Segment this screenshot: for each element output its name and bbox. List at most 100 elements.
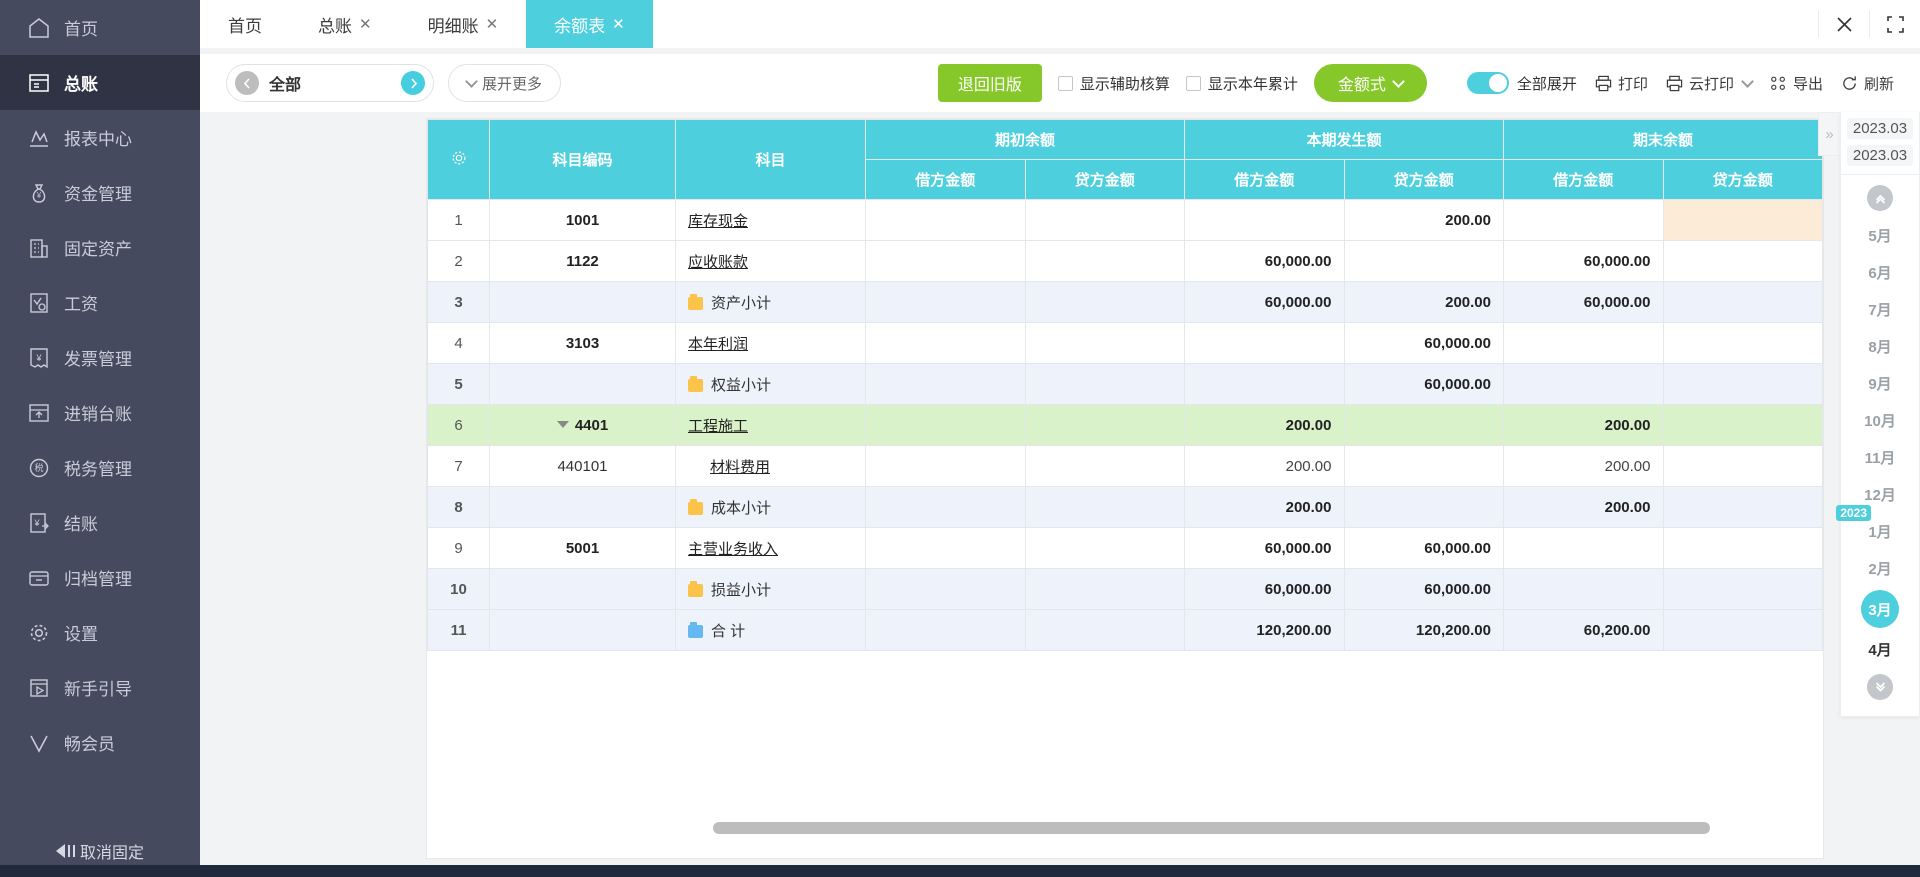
sidebar-item-13[interactable]: 畅会员 bbox=[0, 715, 200, 770]
tab-2[interactable]: 明细账 ✕ bbox=[400, 0, 527, 48]
tab-close-icon[interactable]: ✕ bbox=[359, 16, 372, 33]
col-header-code[interactable]: 科目编码 bbox=[489, 119, 676, 200]
cell-c1 bbox=[865, 363, 1026, 405]
table-row[interactable]: 2 1122 应收账款 60,000.00 60,000.00 bbox=[427, 240, 1823, 282]
table-row[interactable]: 9 5001 主营业务收入 60,000.00 60,000.00 bbox=[427, 527, 1823, 569]
chevron-left-circle-icon[interactable] bbox=[235, 71, 259, 95]
account-name-link[interactable]: 应收账款 bbox=[688, 253, 749, 271]
table-settings-button[interactable] bbox=[427, 119, 490, 200]
sidebar-item-12[interactable]: 新手引导 bbox=[0, 660, 200, 715]
collapse-bars-icon bbox=[67, 845, 75, 857]
table-row[interactable]: 7 440101 材料费用 200.00 200.00 bbox=[427, 445, 1823, 487]
month-item-10[interactable]: 3月 bbox=[1861, 590, 1899, 628]
chevron-right-circle-icon[interactable] bbox=[401, 71, 425, 95]
month-item-8[interactable]: 2023 1月 bbox=[1836, 505, 1892, 550]
chart-icon bbox=[28, 127, 50, 149]
month-item-6[interactable]: 11月 bbox=[1865, 439, 1896, 476]
month-item-11[interactable]: 4月 bbox=[1868, 631, 1891, 668]
sidebar-item-4[interactable]: 固定资产 bbox=[0, 220, 200, 275]
sidebar-item-11[interactable]: 设置 bbox=[0, 605, 200, 660]
tab-3[interactable]: 余额表 ✕ bbox=[526, 0, 653, 48]
period-selector[interactable]: 全部 bbox=[226, 64, 434, 102]
table-row[interactable]: 8 成本小计 200.00 200.00 bbox=[427, 486, 1823, 528]
sidebar-collapse-button[interactable]: 取消固定 bbox=[0, 839, 200, 863]
month-item-1[interactable]: 6月 bbox=[1868, 254, 1891, 291]
sidebar-item-6[interactable]: ¥ 发票管理 bbox=[0, 330, 200, 385]
account-name-link[interactable]: 主营业务收入 bbox=[688, 540, 779, 558]
month-item-2[interactable]: 7月 bbox=[1868, 291, 1891, 328]
table-row[interactable]: 5 权益小计 60,000.00 bbox=[427, 363, 1823, 405]
col-header-closing-debit[interactable]: 借方金额 bbox=[1503, 159, 1664, 200]
tab-1[interactable]: 总账 ✕ bbox=[290, 0, 400, 48]
month-item-3[interactable]: 8月 bbox=[1868, 328, 1891, 365]
month-item-9[interactable]: 2月 bbox=[1868, 550, 1891, 587]
account-name-link[interactable]: 本年利润 bbox=[688, 335, 749, 353]
cell-row-index: 9 bbox=[427, 527, 490, 569]
col-header-opening-credit[interactable]: 贷方金额 bbox=[1024, 159, 1185, 200]
checkbox-box[interactable] bbox=[1057, 75, 1073, 91]
table-row[interactable]: 3 资产小计 60,000.00 200.00 60,000.00 bbox=[427, 281, 1823, 323]
table-row[interactable]: 1 1001 库存现金 200.00 bbox=[427, 199, 1823, 241]
cell-c2 bbox=[1024, 199, 1185, 241]
month-item-4[interactable]: 9月 bbox=[1868, 365, 1891, 402]
account-name-link[interactable]: 材料费用 bbox=[710, 458, 771, 476]
account-name-text: 成本小计 bbox=[711, 499, 772, 517]
horizontal-scrollbar[interactable] bbox=[713, 822, 1797, 834]
month-item-7[interactable]: 12月 bbox=[1864, 476, 1896, 513]
expand-more-button[interactable]: 展开更多 bbox=[448, 64, 562, 102]
cell-row-index: 1 bbox=[427, 199, 490, 241]
tax-icon: 税 bbox=[28, 457, 50, 479]
tab-0[interactable]: 首页 bbox=[200, 0, 290, 48]
period-range-start: 2023.03 bbox=[1846, 118, 1914, 139]
sidebar-item-label: 固定资产 bbox=[64, 240, 132, 259]
cell-c1 bbox=[865, 240, 1026, 282]
sidebar-item-9[interactable]: ¥ 结账 bbox=[0, 495, 200, 550]
refresh-button[interactable]: 刷新 bbox=[1841, 73, 1894, 94]
amount-mode-button[interactable]: 金额式 bbox=[1313, 64, 1427, 102]
checkbox-box[interactable] bbox=[1185, 75, 1201, 91]
sidebar-item-2[interactable]: 报表中心 bbox=[0, 110, 200, 165]
table-row[interactable]: 6 4401 工程施工 200.00 200.00 bbox=[427, 404, 1823, 446]
tab-close-icon[interactable]: ✕ bbox=[485, 16, 499, 33]
close-button[interactable] bbox=[1819, 0, 1869, 48]
tab-close-icon[interactable]: ✕ bbox=[612, 16, 625, 33]
show-ytd-checkbox[interactable]: 显示本年累计 bbox=[1185, 73, 1298, 94]
sidebar-item-label: 工资 bbox=[64, 295, 98, 314]
col-header-opening-debit[interactable]: 借方金额 bbox=[865, 159, 1026, 200]
col-header-name[interactable]: 科目 bbox=[675, 119, 866, 200]
show-aux-checkbox[interactable]: 显示辅助核算 bbox=[1057, 73, 1170, 94]
expand-all-toggle[interactable] bbox=[1466, 72, 1509, 94]
scrollbar-thumb[interactable] bbox=[713, 822, 1711, 834]
sidebar-item-label: 税务管理 bbox=[64, 460, 132, 479]
export-button[interactable]: 导出 bbox=[1770, 73, 1823, 94]
account-name-link[interactable]: 工程施工 bbox=[688, 417, 749, 435]
table-row[interactable]: 10 损益小计 60,000.00 60,000.00 bbox=[427, 568, 1823, 610]
month-panel-collapse-button[interactable]: » bbox=[1818, 112, 1840, 156]
cell-account-code: 5001 bbox=[489, 527, 676, 569]
cloud-print-button[interactable]: 云打印 bbox=[1666, 73, 1754, 94]
back-old-version-button[interactable]: 退回旧版 bbox=[937, 64, 1042, 102]
print-button[interactable]: 打印 bbox=[1595, 73, 1648, 94]
month-scroll-up-button[interactable] bbox=[1867, 185, 1893, 211]
sidebar-item-7[interactable]: 进销台账 bbox=[0, 385, 200, 440]
sidebar-item-1[interactable]: 总账 bbox=[0, 55, 200, 110]
month-item-0[interactable]: 5月 bbox=[1868, 217, 1891, 254]
account-name-text: 损益小计 bbox=[711, 581, 772, 599]
month-item-5[interactable]: 10月 bbox=[1864, 402, 1896, 439]
cell-c3: 200.00 bbox=[1184, 445, 1345, 487]
sidebar-item-8[interactable]: 税 税务管理 bbox=[0, 440, 200, 495]
table-row[interactable]: 4 3103 本年利润 60,000.00 bbox=[427, 322, 1823, 364]
expand-triangle-icon[interactable] bbox=[556, 420, 569, 428]
account-name-link[interactable]: 库存现金 bbox=[688, 212, 749, 230]
sidebar-item-10[interactable]: 归档管理 bbox=[0, 550, 200, 605]
table-row[interactable]: 11 合 计 120,200.00 120,200.00 60,200.00 bbox=[427, 609, 1823, 651]
sidebar-item-5[interactable]: 工资 bbox=[0, 275, 200, 330]
col-header-current-credit[interactable]: 贷方金额 bbox=[1343, 159, 1504, 200]
sidebar-item-3[interactable]: ¥ 资金管理 bbox=[0, 165, 200, 220]
col-header-closing-credit[interactable]: 贷方金额 bbox=[1662, 159, 1823, 200]
col-header-current-debit[interactable]: 借方金额 bbox=[1184, 159, 1345, 200]
month-scroll-down-button[interactable] bbox=[1867, 674, 1893, 700]
fullscreen-button[interactable] bbox=[1870, 0, 1920, 48]
sidebar-item-0[interactable]: 首页 bbox=[0, 0, 200, 55]
cell-c5: 200.00 bbox=[1503, 486, 1664, 528]
